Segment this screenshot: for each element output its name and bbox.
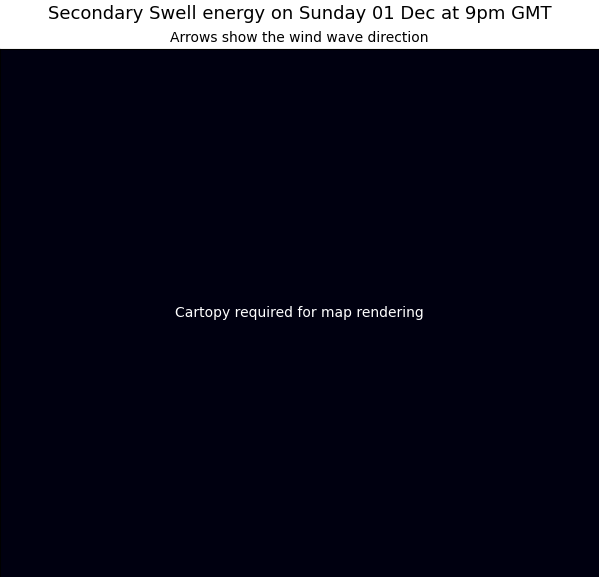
Text: Cartopy required for map rendering: Cartopy required for map rendering <box>175 306 424 320</box>
Text: Arrows show the wind wave direction: Arrows show the wind wave direction <box>170 31 429 45</box>
Text: Secondary Swell energy on Sunday 01 Dec at 9pm GMT: Secondary Swell energy on Sunday 01 Dec … <box>48 5 551 23</box>
